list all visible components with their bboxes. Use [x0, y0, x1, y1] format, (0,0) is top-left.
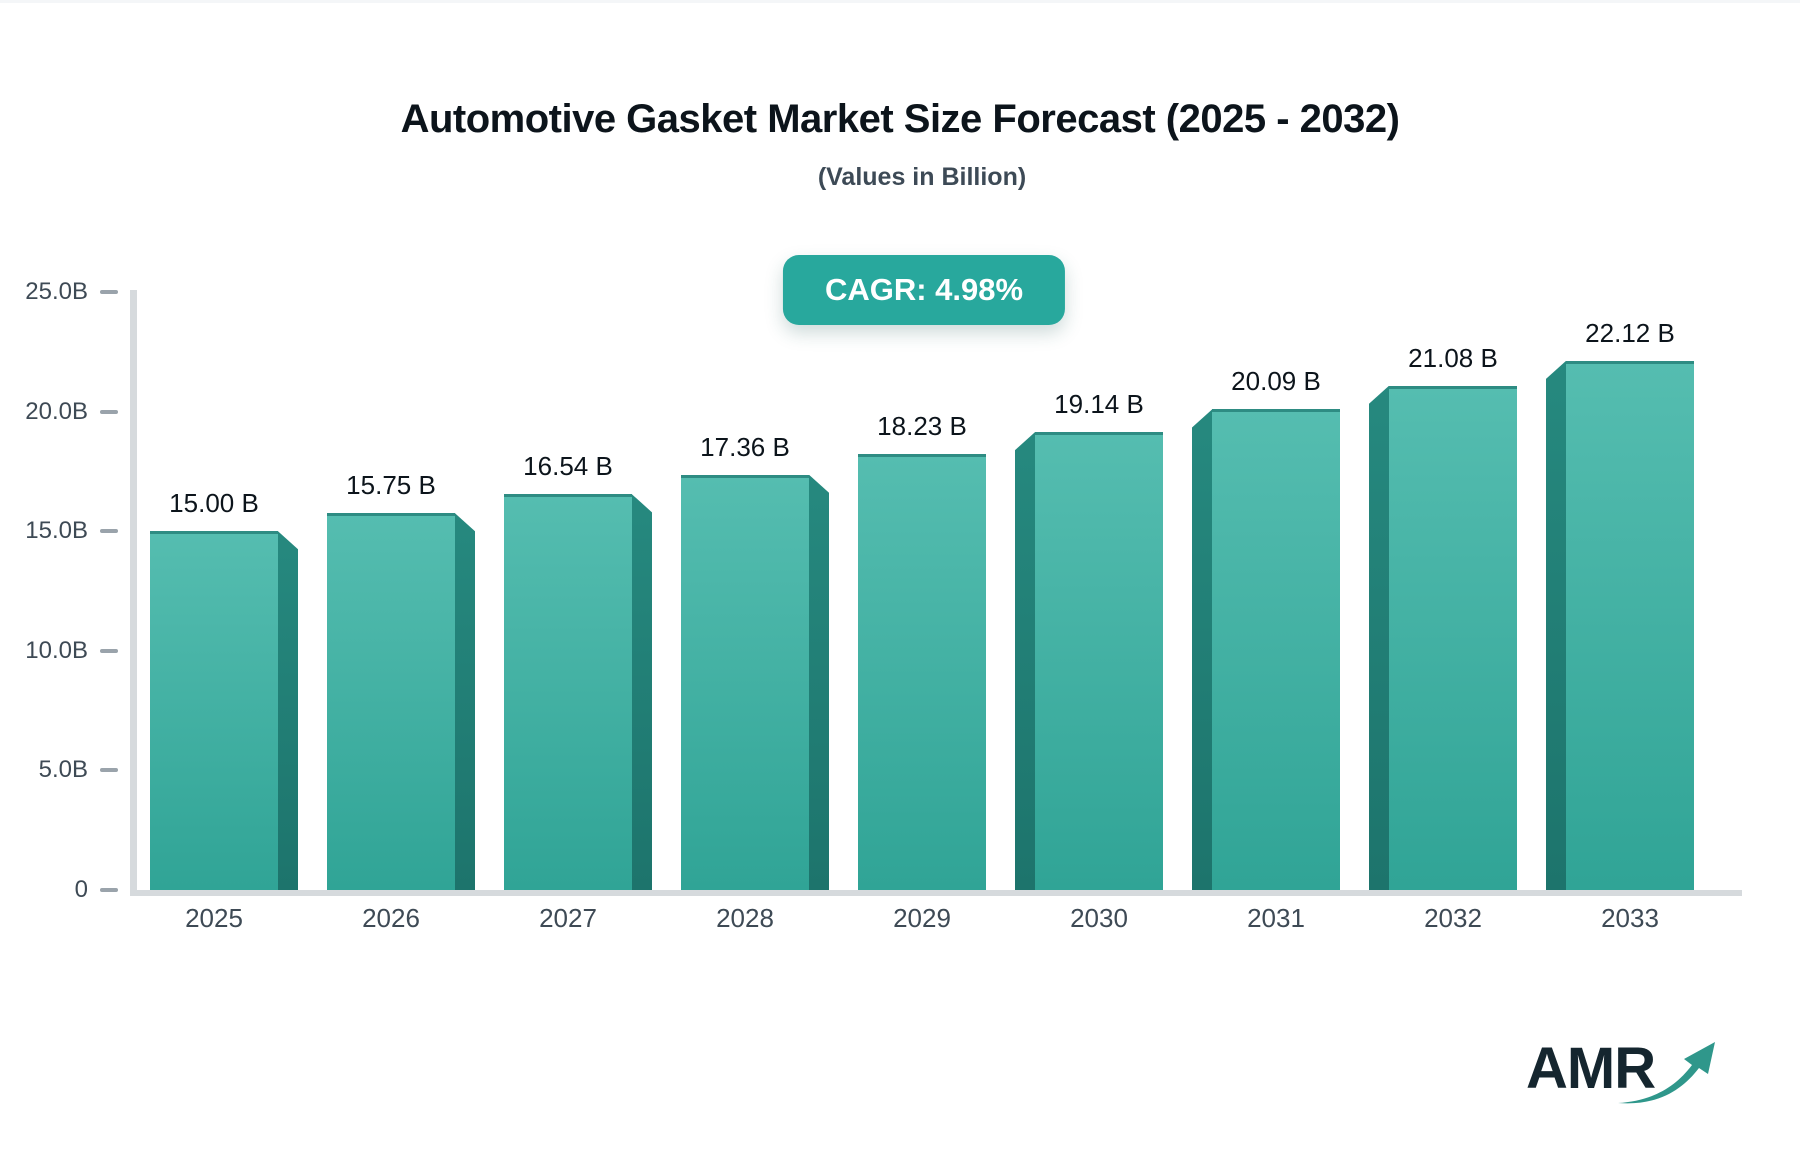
x-tick-label: 2028	[716, 903, 774, 933]
y-axis-line	[130, 290, 137, 896]
bar-value-label: 21.08 B	[1408, 342, 1498, 373]
bar-side-face	[1015, 432, 1035, 890]
y-tick-mark	[100, 409, 118, 414]
chart-title: Automotive Gasket Market Size Forecast (…	[400, 97, 1400, 141]
bar	[1035, 432, 1163, 890]
bar	[681, 474, 809, 890]
y-tick-mark	[100, 648, 118, 653]
x-tick-label: 2031	[1247, 903, 1305, 933]
bar-side-face	[455, 513, 475, 890]
bar-value-label: 15.75 B	[346, 470, 436, 501]
bar	[1566, 360, 1694, 890]
x-tick-label: 2027	[539, 903, 597, 933]
bar	[504, 494, 632, 890]
y-tick-label: 25.0B	[25, 278, 88, 305]
bar-value-label: 15.00 B	[169, 488, 259, 519]
y-tick-mark	[100, 290, 118, 294]
cagr-badge: CAGR: 4.98%	[782, 255, 1066, 325]
x-tick-label: 2026	[362, 903, 420, 933]
x-tick-label: 2030	[1070, 903, 1128, 933]
y-tick-label: 0	[74, 876, 88, 903]
bar	[858, 453, 986, 890]
brand-logo-text: AMR	[1526, 1036, 1656, 1101]
bar-value-label: 20.09 B	[1231, 366, 1321, 397]
brand-logo: AMR	[1526, 1035, 1726, 1119]
y-tick-label: 20.0B	[25, 397, 88, 425]
bar-side-face	[1192, 409, 1212, 890]
bar-value-label: 17.36 B	[700, 431, 790, 462]
chart-subtitle: (Values in Billion)	[817, 163, 1027, 191]
x-tick-label: 2029	[893, 903, 951, 933]
bar-value-label: 22.12 B	[1585, 317, 1675, 348]
x-tick-label: 2032	[1424, 903, 1482, 933]
y-tick-mark	[100, 888, 118, 892]
y-tick-label: 15.0B	[25, 517, 88, 545]
bar	[1389, 385, 1517, 890]
x-tick-label: 2033	[1601, 903, 1659, 933]
bar-value-label: 19.14 B	[1054, 389, 1144, 420]
x-tick-label: 2025	[185, 903, 243, 933]
bar-side-face	[632, 494, 652, 890]
plot-area: 0 5.0B 10.0B 15.0B 20.0B 25.0B 15.00 B 2025 15.7…	[0, 3, 1800, 1156]
bar-side-face	[1369, 385, 1389, 890]
bar-side-face	[1546, 360, 1566, 890]
bar	[150, 531, 278, 890]
y-tick-label: 10.0B	[25, 636, 88, 664]
growth-arrow-icon	[1618, 1042, 1715, 1104]
bar-value-label: 16.54 B	[523, 451, 613, 482]
y-tick-mark	[100, 768, 118, 773]
bar-value-label: 18.23 B	[877, 410, 967, 441]
bar	[1212, 409, 1340, 890]
bar-side-face	[809, 474, 829, 890]
y-tick-label: 5.0B	[38, 756, 88, 784]
bar	[327, 513, 455, 890]
x-axis-line	[130, 890, 1742, 896]
y-tick-mark	[100, 529, 118, 534]
bar-side-face	[278, 531, 298, 890]
